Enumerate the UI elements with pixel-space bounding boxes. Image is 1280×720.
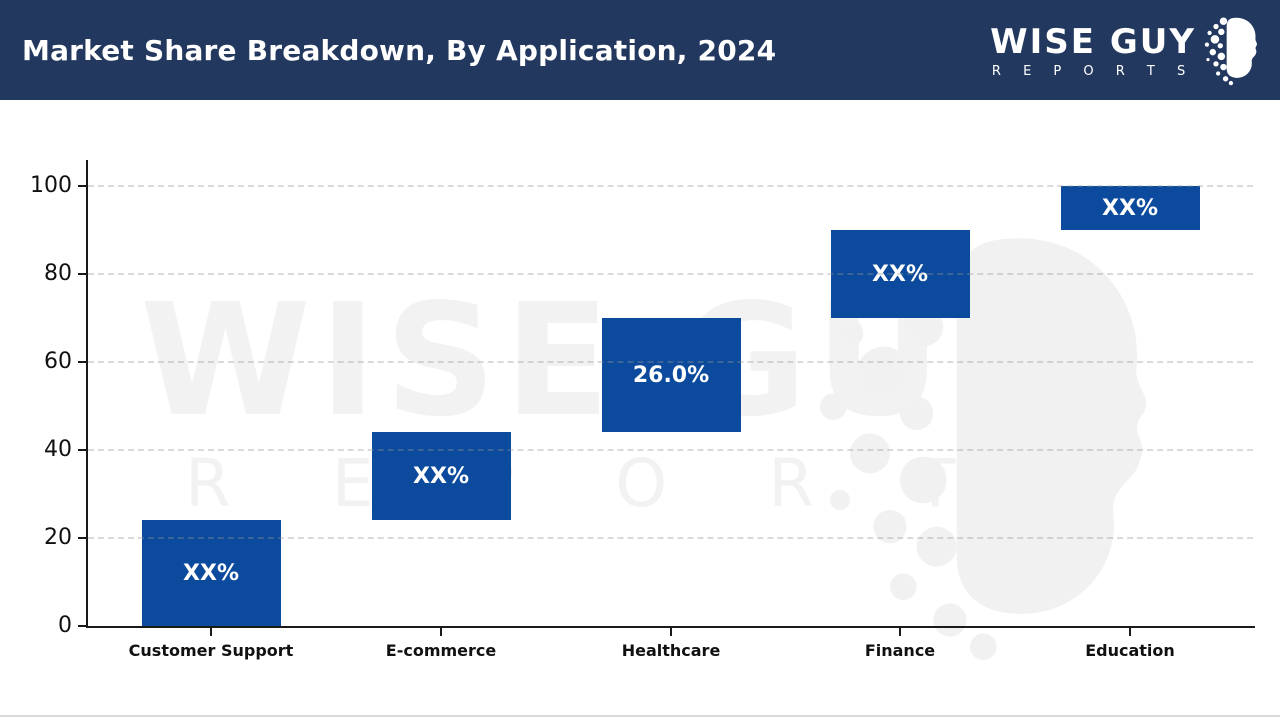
gridline-40	[88, 449, 1253, 451]
y-tick-label-20: 20	[44, 525, 72, 550]
bar-value-label: XX%	[183, 560, 239, 586]
x-tick-mark-2	[670, 628, 672, 636]
gridline-60	[88, 361, 1253, 363]
y-tick-label-0: 0	[58, 613, 72, 638]
x-category-label-4: Education	[1085, 641, 1175, 660]
header-bar: Market Share Breakdown, By Application, …	[0, 0, 1280, 100]
x-category-label-3: Finance	[864, 641, 936, 660]
gridline-80	[88, 273, 1253, 275]
wise-guy-reports-logo: WISE GUY R E P O R T S	[990, 6, 1264, 94]
x-tick-mark-4	[1129, 628, 1131, 636]
bar-healthcare: 26.0%	[601, 318, 741, 433]
y-axis-spine	[86, 160, 88, 628]
bar-value-label: XX%	[413, 463, 469, 489]
chart-area: WISE GUY R E P O R T S 020406080100XX%Cu…	[0, 100, 1280, 720]
face-profile-dots-icon	[1204, 17, 1257, 86]
bar-education: XX%	[1060, 186, 1200, 230]
y-tick-mark-40	[78, 449, 87, 451]
y-tick-mark-60	[78, 361, 87, 363]
bar-finance: XX%	[830, 230, 970, 318]
gridline-100	[88, 185, 1253, 187]
x-category-label-1: E-commerce	[385, 641, 497, 660]
y-tick-mark-0	[78, 625, 87, 627]
x-tick-mark-3	[899, 628, 901, 636]
x-tick-mark-1	[440, 628, 442, 636]
y-tick-mark-80	[78, 273, 87, 275]
bottom-divider	[0, 715, 1280, 717]
y-tick-label-40: 40	[44, 437, 72, 462]
logo-subtitle: R E P O R T S	[991, 63, 1195, 79]
y-tick-label-60: 60	[44, 349, 72, 374]
logo-text: WISE GUY R E P O R T S	[990, 22, 1196, 79]
y-tick-label-100: 100	[30, 173, 72, 198]
x-category-label-2: Healthcare	[621, 641, 721, 660]
gridline-20	[88, 537, 1253, 539]
x-axis-spine	[86, 626, 1255, 628]
y-tick-mark-100	[78, 185, 87, 187]
x-tick-mark-0	[210, 628, 212, 636]
x-category-label-0: Customer Support	[128, 641, 294, 660]
bar-value-label: 26.0%	[632, 362, 710, 388]
bar-e-commerce: XX%	[371, 432, 511, 521]
y-tick-mark-20	[78, 537, 87, 539]
bar-customer-support: XX%	[141, 520, 281, 626]
bar-value-label: XX%	[872, 261, 928, 287]
logo-wordmark: WISE GUY	[990, 21, 1196, 62]
page-title: Market Share Breakdown, By Application, …	[22, 33, 777, 67]
y-tick-label-80: 80	[44, 261, 72, 286]
bar-value-label: XX%	[1102, 195, 1158, 221]
